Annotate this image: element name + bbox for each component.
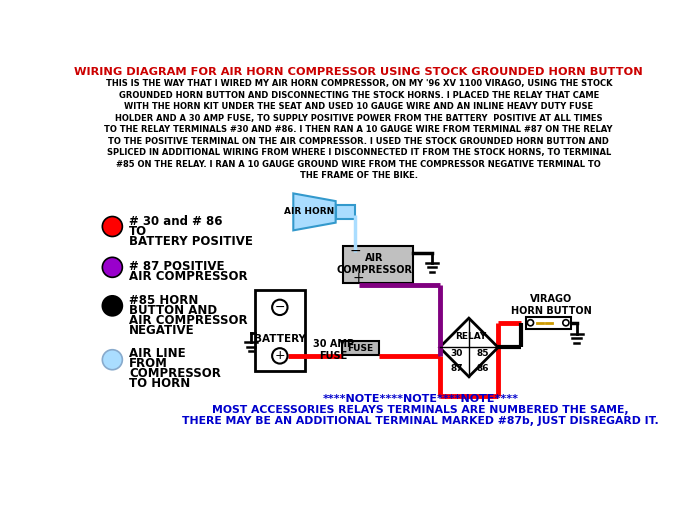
Text: BATTERY POSITIVE: BATTERY POSITIVE bbox=[130, 235, 253, 248]
Circle shape bbox=[102, 258, 122, 277]
Text: AIR
COMPRESSOR: AIR COMPRESSOR bbox=[336, 253, 412, 275]
Text: NEGATIVE: NEGATIVE bbox=[130, 324, 195, 337]
Circle shape bbox=[563, 320, 569, 326]
Text: #85 HORN: #85 HORN bbox=[130, 294, 199, 307]
Text: BUTTON AND: BUTTON AND bbox=[130, 304, 218, 318]
Text: MOST ACCESSORIES RELAYS TERMINALS ARE NUMBERED THE SAME,: MOST ACCESSORIES RELAYS TERMINALS ARE NU… bbox=[212, 405, 629, 415]
Text: THIS IS THE WAY THAT I WIRED MY AIR HORN COMPRESSOR, ON MY '96 XV 1100 VIRAGO, U: THIS IS THE WAY THAT I WIRED MY AIR HORN… bbox=[104, 79, 613, 180]
Text: FROM: FROM bbox=[130, 358, 168, 370]
Text: # 87 POSITIVE: # 87 POSITIVE bbox=[130, 260, 225, 273]
FancyBboxPatch shape bbox=[344, 246, 413, 283]
Polygon shape bbox=[440, 318, 498, 376]
Text: −: − bbox=[274, 301, 285, 314]
FancyBboxPatch shape bbox=[342, 341, 379, 355]
Text: +: + bbox=[353, 271, 365, 285]
Text: 30 AMP
FUSE: 30 AMP FUSE bbox=[313, 339, 354, 361]
Polygon shape bbox=[293, 194, 336, 230]
FancyBboxPatch shape bbox=[255, 291, 305, 371]
Text: 87: 87 bbox=[450, 364, 463, 373]
Text: TO: TO bbox=[130, 225, 148, 238]
Text: AIR COMPRESSOR: AIR COMPRESSOR bbox=[130, 270, 248, 282]
FancyBboxPatch shape bbox=[526, 316, 570, 329]
Circle shape bbox=[102, 350, 122, 370]
Circle shape bbox=[102, 296, 122, 316]
Text: 85: 85 bbox=[477, 349, 489, 358]
Text: AIR LINE: AIR LINE bbox=[130, 347, 186, 360]
Circle shape bbox=[527, 320, 533, 326]
Text: THERE MAY BE AN ADDITIONAL TERMINAL MARKED #87b, JUST DISREGARD IT.: THERE MAY BE AN ADDITIONAL TERMINAL MARK… bbox=[182, 416, 659, 426]
Text: BATTERY: BATTERY bbox=[254, 334, 306, 343]
Text: ****NOTE****NOTE****NOTE****: ****NOTE****NOTE****NOTE**** bbox=[322, 394, 518, 404]
Text: +: + bbox=[274, 350, 285, 362]
FancyBboxPatch shape bbox=[336, 205, 355, 219]
Text: VIRAGO
HORN BUTTON: VIRAGO HORN BUTTON bbox=[511, 294, 592, 316]
Text: COMPRESSOR: COMPRESSOR bbox=[130, 367, 221, 380]
Text: # 30 and # 86: # 30 and # 86 bbox=[130, 215, 223, 228]
Circle shape bbox=[102, 216, 122, 237]
Circle shape bbox=[272, 348, 288, 364]
Text: AIR COMPRESSOR: AIR COMPRESSOR bbox=[130, 314, 248, 327]
Text: WIRING DIAGRAM FOR AIR HORN COMPRESSOR USING STOCK GROUNDED HORN BUTTON: WIRING DIAGRAM FOR AIR HORN COMPRESSOR U… bbox=[74, 67, 643, 77]
Text: 30: 30 bbox=[450, 349, 463, 358]
Circle shape bbox=[272, 300, 288, 315]
Text: TO HORN: TO HORN bbox=[130, 377, 190, 391]
Text: RELAY: RELAY bbox=[455, 332, 486, 341]
Text: −: − bbox=[349, 243, 360, 258]
Text: FUSE: FUSE bbox=[347, 344, 373, 353]
Text: AIR HORN: AIR HORN bbox=[284, 207, 334, 216]
Text: 86: 86 bbox=[477, 364, 489, 373]
